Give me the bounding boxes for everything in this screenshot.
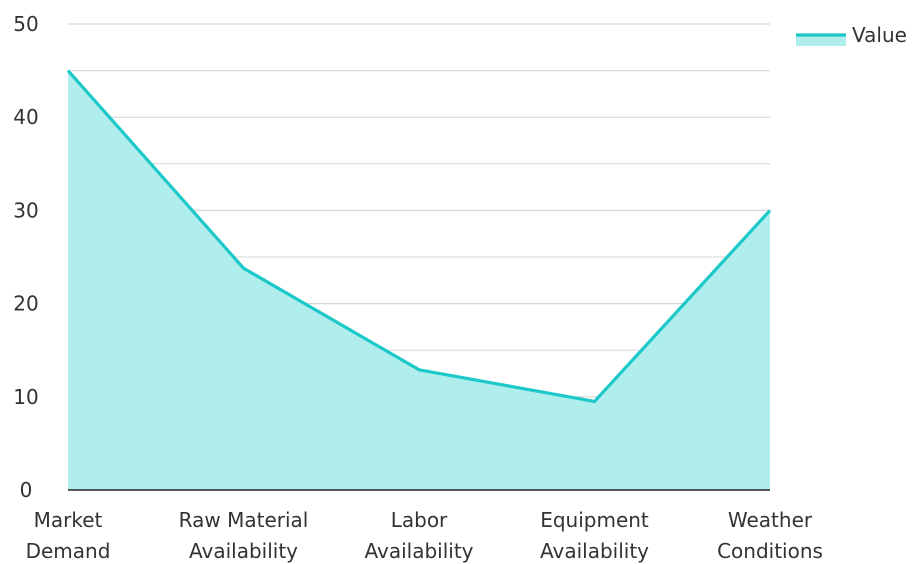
x-category-label: Market Demand	[26, 508, 111, 563]
x-category-label: Raw Material Availability	[179, 508, 309, 563]
x-category-label: Weather Conditions	[717, 508, 823, 563]
data-point[interactable]	[767, 207, 773, 213]
y-tick-label: 30	[13, 198, 38, 222]
series-line-value	[66, 69, 772, 404]
y-tick-label: 10	[13, 385, 38, 409]
legend-swatch-fill	[796, 35, 846, 46]
y-tick-label: 40	[13, 105, 38, 129]
series-line-layer	[65, 68, 773, 404]
legend[interactable]: Value	[796, 23, 907, 47]
data-point[interactable]	[241, 265, 247, 271]
series-area-value	[68, 70, 770, 490]
y-tick-label: 50	[13, 12, 38, 36]
x-category-label: Equipment Availability	[540, 508, 649, 563]
y-tick-label: 0	[20, 478, 33, 502]
data-point[interactable]	[416, 367, 422, 373]
x-category-label: Labor Availability	[364, 508, 473, 563]
x-axis-category-labels: Market Demand Raw Material Availability Labo…	[26, 508, 823, 563]
y-axis-tick-labels: 0 10 20 30 40 50	[13, 12, 38, 502]
legend-label[interactable]: Value	[852, 23, 907, 47]
data-point[interactable]	[65, 68, 71, 74]
area-fill-layer	[68, 70, 770, 490]
y-tick-label: 20	[13, 292, 38, 316]
data-point[interactable]	[592, 398, 598, 404]
